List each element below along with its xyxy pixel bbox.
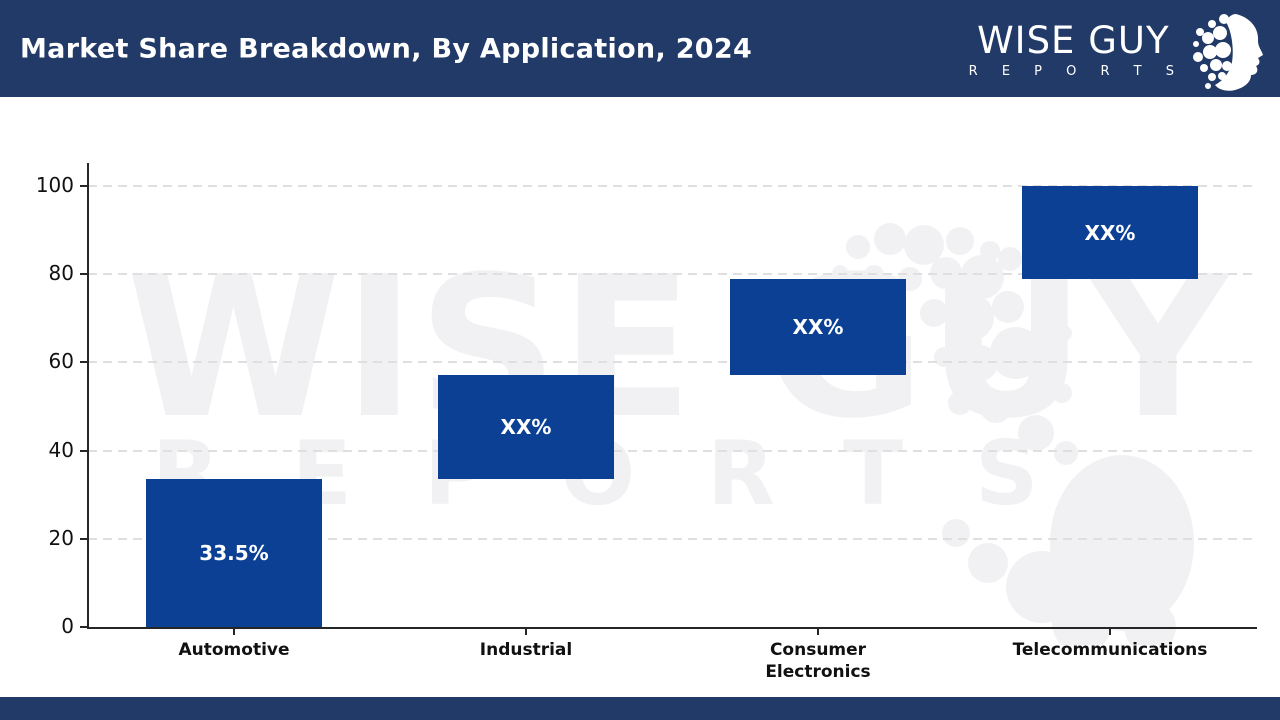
y-tick-label-0: 0 <box>61 614 74 638</box>
bar-automotive: 33.5% <box>146 479 322 627</box>
gridline-100 <box>88 185 1257 187</box>
gridline-80 <box>88 273 1257 276</box>
x-tick-1 <box>525 629 527 635</box>
bar-value-label: 33.5% <box>199 541 269 566</box>
bar-value-label: XX% <box>1084 220 1136 245</box>
header-bar: Market Share Breakdown, By Application, … <box>0 0 1280 97</box>
bar-industrial: XX% <box>438 374 614 480</box>
x-tick-0 <box>233 629 235 635</box>
y-tick-label-20: 20 <box>48 525 74 550</box>
x-tick-2 <box>817 629 819 635</box>
x-axis-label-0: Automotive <box>178 640 290 660</box>
y-tick-label-80: 80 <box>48 261 74 286</box>
brand-name: WISE GUY <box>977 19 1170 62</box>
page-title: Market Share Breakdown, By Application, … <box>20 33 753 64</box>
watermark-face-dots <box>820 215 1240 653</box>
gridline-20 <box>88 537 1257 540</box>
y-tick-80 <box>80 273 87 276</box>
y-tick-label-100: 100 <box>35 173 74 197</box>
brand-logo: WISE GUY R E P O R T S <box>969 6 1266 92</box>
bar-value-label: XX% <box>792 315 844 340</box>
x-axis-label-3: Telecommunications <box>1012 640 1208 660</box>
x-axis-label-1: Industrial <box>479 640 573 660</box>
x-tick-3 <box>1109 629 1111 635</box>
watermark-wordmark: WISE GUY <box>126 234 1231 461</box>
footer-bar <box>0 697 1280 720</box>
y-tick-40 <box>80 449 87 452</box>
y-axis-spine <box>87 163 89 629</box>
bar-telecommunications: XX% <box>1022 186 1198 280</box>
x-axis-spine <box>87 627 1257 629</box>
y-tick-20 <box>80 537 87 540</box>
gridline-60 <box>88 361 1257 364</box>
dotted-head-profile-icon <box>1186 10 1266 98</box>
gridline-40 <box>88 449 1257 452</box>
brand-wordmark: WISE GUY R E P O R T S <box>963 22 1184 79</box>
brand-subtitle: R E P O R T S <box>968 64 1184 79</box>
y-tick-60 <box>80 361 87 364</box>
bar-value-label: XX% <box>500 414 552 439</box>
y-tick-100 <box>80 185 87 187</box>
y-tick-label-40: 40 <box>48 437 74 462</box>
bar-consumer-electronics: XX% <box>730 279 906 375</box>
y-tick-0 <box>80 626 87 628</box>
y-tick-label-60: 60 <box>48 349 74 374</box>
x-axis-label-2: Consumer Electronics <box>765 640 871 683</box>
